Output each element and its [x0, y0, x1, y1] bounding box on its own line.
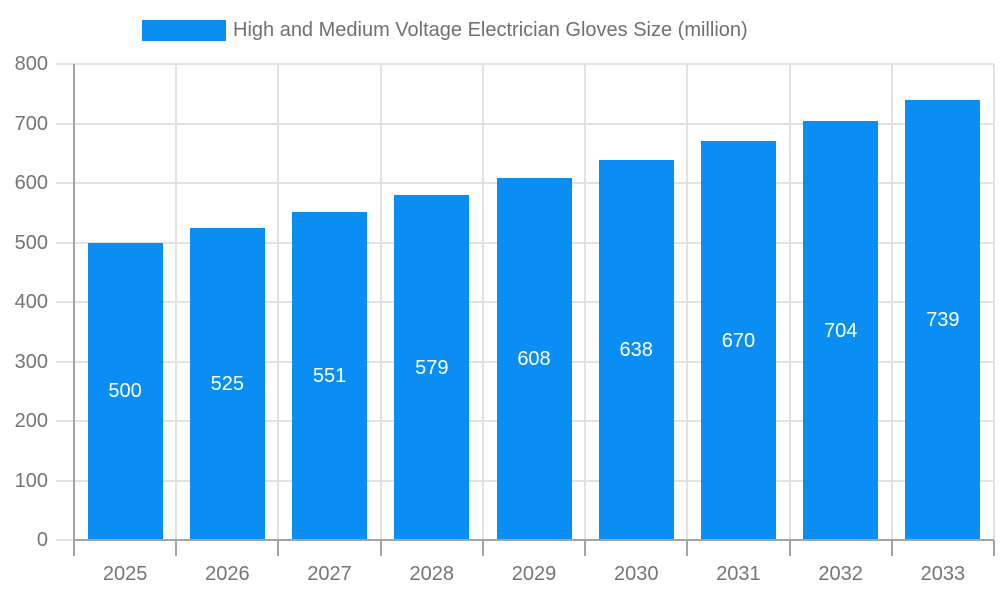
- x-tick-label: 2029: [511, 563, 557, 585]
- bar-value-label: 608: [517, 348, 551, 371]
- v-gridline: [890, 64, 893, 540]
- x-tick-label: 2028: [409, 563, 455, 585]
- legend-swatch: [142, 20, 226, 41]
- y-tick-label: 0: [36, 529, 48, 551]
- bar-2027[interactable]: [292, 212, 368, 540]
- v-gridline: [379, 64, 382, 540]
- y-tick-label: 600: [14, 172, 48, 194]
- v-gridline: [584, 64, 587, 540]
- x-tick-mark: [993, 540, 995, 556]
- bar-value-label: 579: [415, 356, 449, 379]
- x-tick-label: 2025: [102, 563, 148, 585]
- x-tick-mark: [175, 540, 178, 556]
- x-tick-mark: [584, 540, 587, 556]
- bar-2025[interactable]: [87, 242, 163, 540]
- v-gridline: [788, 64, 791, 540]
- bar-2026[interactable]: [189, 227, 265, 540]
- y-tick-mark: [56, 122, 74, 125]
- x-tick-mark: [277, 540, 280, 556]
- x-tick-mark: [379, 540, 382, 556]
- bar-value-label: 739: [926, 309, 960, 332]
- y-tick-label: 300: [14, 350, 48, 373]
- x-tick-mark: [481, 540, 484, 556]
- x-tick-label: 2027: [307, 563, 352, 585]
- y-tick-mark: [56, 182, 74, 184]
- v-gridline: [277, 64, 280, 540]
- v-gridline: [686, 64, 689, 540]
- y-tick-mark: [56, 63, 74, 65]
- y-tick-mark: [56, 479, 74, 482]
- bar-value-label: 704: [823, 319, 858, 342]
- bar-2030[interactable]: [598, 160, 674, 540]
- y-tick-label: 700: [14, 112, 48, 135]
- x-tick-label: 2026: [205, 563, 250, 585]
- x-axis-line: [73, 539, 994, 541]
- bar-value-label: 500: [108, 380, 142, 403]
- v-gridline: [481, 64, 484, 540]
- x-tick-label: 2031: [716, 563, 761, 585]
- h-gridline: [74, 122, 994, 125]
- x-tick-mark: [890, 540, 893, 556]
- y-tick-label: 800: [14, 53, 48, 75]
- h-gridline: [74, 63, 994, 65]
- y-tick-label: 500: [14, 231, 48, 254]
- bar-value-label: 638: [619, 339, 653, 362]
- x-tick-label: 2033: [920, 563, 966, 585]
- v-gridline: [993, 64, 995, 540]
- y-tick-label: 200: [14, 410, 48, 432]
- x-tick-label: 2032: [818, 563, 863, 585]
- y-tick-mark: [56, 539, 74, 541]
- chart-legend[interactable]: High and Medium Voltage Electrician Glov…: [142, 19, 748, 42]
- y-axis-line: [73, 64, 75, 556]
- x-tick-mark: [686, 540, 689, 556]
- y-tick-label: 400: [14, 291, 48, 313]
- bar-value-label: 551: [312, 365, 347, 388]
- v-gridline: [175, 64, 178, 540]
- y-tick-mark: [56, 241, 74, 244]
- bar-value-label: 525: [210, 372, 245, 395]
- bar-value-label: 670: [721, 329, 756, 352]
- bar-2031[interactable]: [700, 141, 776, 540]
- bar-2029[interactable]: [496, 178, 572, 540]
- y-tick-label: 100: [14, 469, 48, 492]
- legend-label: High and Medium Voltage Electrician Glov…: [233, 19, 748, 41]
- bar-2033[interactable]: [905, 100, 981, 540]
- x-tick-label: 2030: [613, 563, 659, 585]
- y-tick-mark: [56, 360, 74, 363]
- x-tick-mark: [788, 540, 791, 556]
- bar-2032[interactable]: [803, 121, 879, 540]
- y-tick-mark: [56, 420, 74, 422]
- bar-2028[interactable]: [394, 195, 470, 540]
- y-tick-mark: [56, 301, 74, 303]
